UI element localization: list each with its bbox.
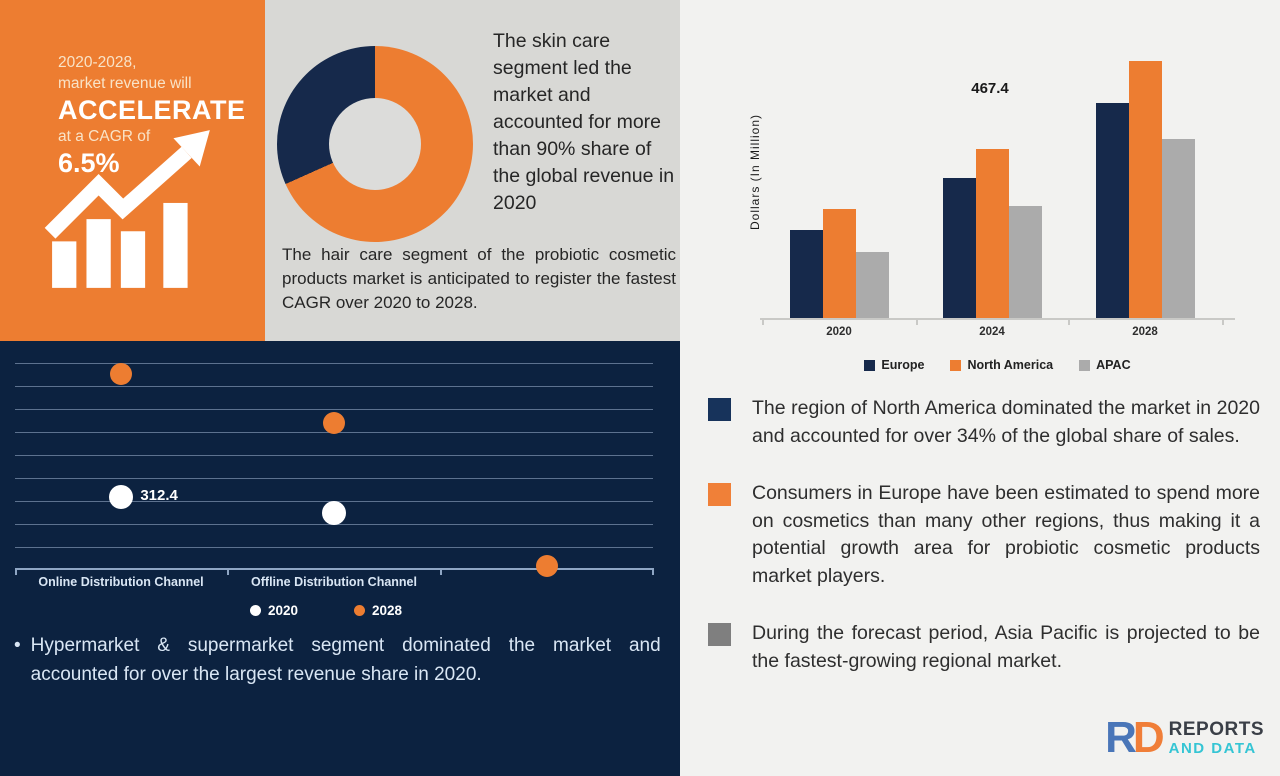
dot-2028-0 xyxy=(110,363,133,386)
cagr-line: at a CAGR of xyxy=(58,128,151,145)
bullet-marker: • xyxy=(14,635,21,656)
donut-hole xyxy=(329,98,421,190)
reports-and-data-logo: R D REPORTS AND DATA xyxy=(1105,713,1264,762)
regional-bullets: The region of North America dominated th… xyxy=(708,395,1264,705)
dot-2028-1 xyxy=(323,412,345,435)
gridline xyxy=(15,478,653,479)
gridline xyxy=(15,455,653,456)
gridline xyxy=(15,547,653,548)
logo-line-anddata: AND DATA xyxy=(1168,740,1257,757)
accelerate-emphasis: ACCELERATE xyxy=(58,95,246,125)
regional-bar-chart: 467.4 2020 2024 2028 xyxy=(760,47,1235,338)
legend-item-north-america: North America xyxy=(950,358,1053,372)
period-label: 2020-2028, xyxy=(58,54,137,71)
logo-text: REPORTS AND DATA xyxy=(1169,719,1264,757)
tick-label: 2020 xyxy=(826,326,852,338)
tick-label: 2028 xyxy=(1132,326,1158,338)
axis-tick xyxy=(15,568,17,575)
gridline xyxy=(15,386,653,387)
logo-mark-icon: R D xyxy=(1105,713,1165,762)
dot-legend: 2020 2028 xyxy=(0,603,666,618)
legend-item-apac: APAC xyxy=(1079,358,1131,372)
axis-tick xyxy=(1068,320,1070,325)
bar-legend: Europe North America APAC xyxy=(760,358,1235,372)
axis-tick xyxy=(440,568,442,575)
accelerate-text-block: 2020-2028, market revenue will ACCELERAT… xyxy=(58,52,246,179)
gridline xyxy=(15,409,653,410)
logo-letter-r: R xyxy=(1105,713,1137,762)
legend-label: 2028 xyxy=(372,603,403,618)
bar-apac-2028 xyxy=(1161,139,1195,318)
regional-panel: Dollars (In Million) 467.4 2020 2024 2028 … xyxy=(680,0,1280,776)
hypermarket-bullet: • Hypermarket & supermarket segment domi… xyxy=(14,631,666,689)
axis-tick xyxy=(1222,320,1224,325)
bullet-text: The region of North America dominated th… xyxy=(752,397,1260,447)
dot-2028-2 xyxy=(535,554,558,577)
bar-north-america-2028 xyxy=(1128,61,1162,318)
logo-letter-d: D xyxy=(1132,713,1165,762)
tick-label: 2024 xyxy=(979,326,1005,338)
bar-apac-2020 xyxy=(855,251,889,318)
navy-square-icon xyxy=(708,398,731,421)
dot-category-row: Online Distribution Channel Offline Distr… xyxy=(0,575,680,595)
cagr-value: 6.5% xyxy=(58,148,120,178)
hypermarket-text: Hypermarket & supermarket segment domina… xyxy=(30,635,661,685)
legend-label: 2020 xyxy=(267,603,298,618)
legend-swatch xyxy=(1079,359,1091,371)
skin-care-headline: The skin care segment led the market and… xyxy=(493,30,675,214)
orange-square-icon xyxy=(708,483,731,506)
legend-swatch xyxy=(864,359,876,371)
accelerate-panel: 2020-2028, market revenue will ACCELERAT… xyxy=(0,0,265,341)
bullet-text: During the forecast period, Asia Pacific… xyxy=(752,622,1260,672)
axis-tick xyxy=(762,320,764,325)
legend-label: Europe xyxy=(881,358,925,372)
bar-europe-2024 xyxy=(942,178,976,318)
bullet-text: Consumers in Europe have been estimated … xyxy=(752,482,1260,587)
bar-value-annotation: 467.4 xyxy=(971,80,1009,97)
legend-dot xyxy=(249,605,261,616)
segment-panel: The skin care segment led the market and… xyxy=(265,0,680,341)
x-axis xyxy=(760,318,1235,320)
dot-2020-0 xyxy=(109,484,134,509)
legend-label: APAC xyxy=(1096,358,1131,372)
gray-square-icon xyxy=(708,623,731,646)
bar-north-america-2020 xyxy=(822,209,856,318)
category-label: Online Distribution Channel xyxy=(38,575,204,589)
legend-label: North America xyxy=(967,358,1054,372)
x-axis xyxy=(15,568,654,570)
legend-item-2020: 2020 xyxy=(249,603,298,618)
hair-care-paragraph: The hair care segment of the probiotic c… xyxy=(282,245,676,312)
product-segment-donut xyxy=(277,46,473,242)
legend-swatch xyxy=(950,359,962,371)
gridline xyxy=(15,363,653,364)
legend-dot xyxy=(354,605,365,616)
legend-item-2028: 2028 xyxy=(354,603,402,618)
axis-tick xyxy=(916,320,918,325)
legend-item-europe: Europe xyxy=(864,358,924,372)
bullet-apac: During the forecast period, Asia Pacific… xyxy=(708,620,1264,675)
bullet-europe: Consumers in Europe have been estimated … xyxy=(708,480,1264,590)
dot-2020-1 xyxy=(322,501,346,526)
growth-arrow-icon xyxy=(44,130,210,288)
distribution-dot-chart: 312.4 xyxy=(0,341,680,581)
logo-line-reports: REPORTS xyxy=(1168,719,1264,740)
bar-north-america-2024 xyxy=(975,149,1009,318)
bullet-north-america: The region of North America dominated th… xyxy=(708,395,1264,450)
bar-europe-2020 xyxy=(789,230,823,318)
bar-europe-2028 xyxy=(1095,103,1129,318)
axis-tick xyxy=(652,568,654,575)
category-label: Offline Distribution Channel xyxy=(251,575,417,589)
revenue-line: market revenue will xyxy=(58,75,192,92)
dot-value-label: 312.4 xyxy=(140,486,178,504)
distribution-panel: 312.4 Online Distribution Channel Offline… xyxy=(0,341,680,776)
axis-tick xyxy=(227,568,229,575)
bar-apac-2024 xyxy=(1008,206,1042,318)
